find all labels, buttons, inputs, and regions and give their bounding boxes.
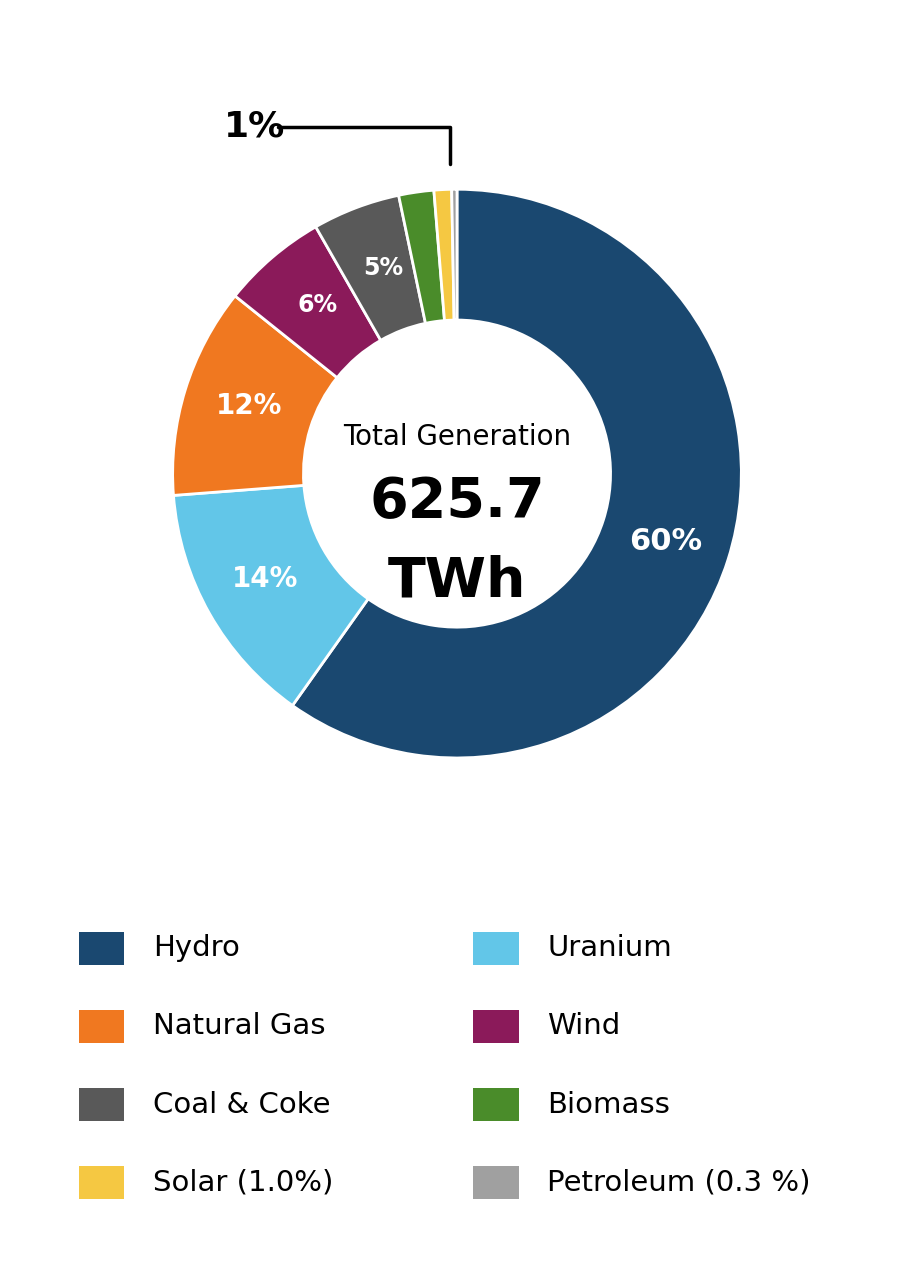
Text: Coal & Coke: Coal & Coke xyxy=(153,1091,330,1119)
Text: Uranium: Uranium xyxy=(547,934,672,963)
FancyBboxPatch shape xyxy=(79,932,124,965)
FancyBboxPatch shape xyxy=(473,1010,519,1043)
Text: Natural Gas: Natural Gas xyxy=(153,1012,325,1041)
Wedge shape xyxy=(174,485,368,705)
Wedge shape xyxy=(399,191,444,324)
Wedge shape xyxy=(434,189,454,320)
Text: Total Generation: Total Generation xyxy=(343,422,571,451)
Text: 6%: 6% xyxy=(297,293,337,317)
Text: Hydro: Hydro xyxy=(153,934,239,963)
Wedge shape xyxy=(292,189,741,758)
Text: Wind: Wind xyxy=(547,1012,621,1041)
Text: Solar (1.0%): Solar (1.0%) xyxy=(153,1169,333,1197)
Wedge shape xyxy=(315,196,426,340)
FancyBboxPatch shape xyxy=(473,1166,519,1199)
Wedge shape xyxy=(173,296,337,495)
FancyBboxPatch shape xyxy=(473,1088,519,1121)
Wedge shape xyxy=(452,189,457,320)
Text: Petroleum (0.3 %): Petroleum (0.3 %) xyxy=(547,1169,811,1197)
Text: 14%: 14% xyxy=(232,564,298,593)
Wedge shape xyxy=(235,227,381,378)
Text: Biomass: Biomass xyxy=(547,1091,670,1119)
FancyBboxPatch shape xyxy=(79,1010,124,1043)
Text: 60%: 60% xyxy=(629,527,702,556)
Text: 5%: 5% xyxy=(363,256,403,279)
Text: 12%: 12% xyxy=(216,392,282,420)
FancyBboxPatch shape xyxy=(79,1166,124,1199)
FancyBboxPatch shape xyxy=(473,932,519,965)
Text: TWh: TWh xyxy=(388,554,526,609)
FancyBboxPatch shape xyxy=(79,1088,124,1121)
Text: 625.7: 625.7 xyxy=(369,475,545,529)
Text: 1%: 1% xyxy=(224,110,285,143)
